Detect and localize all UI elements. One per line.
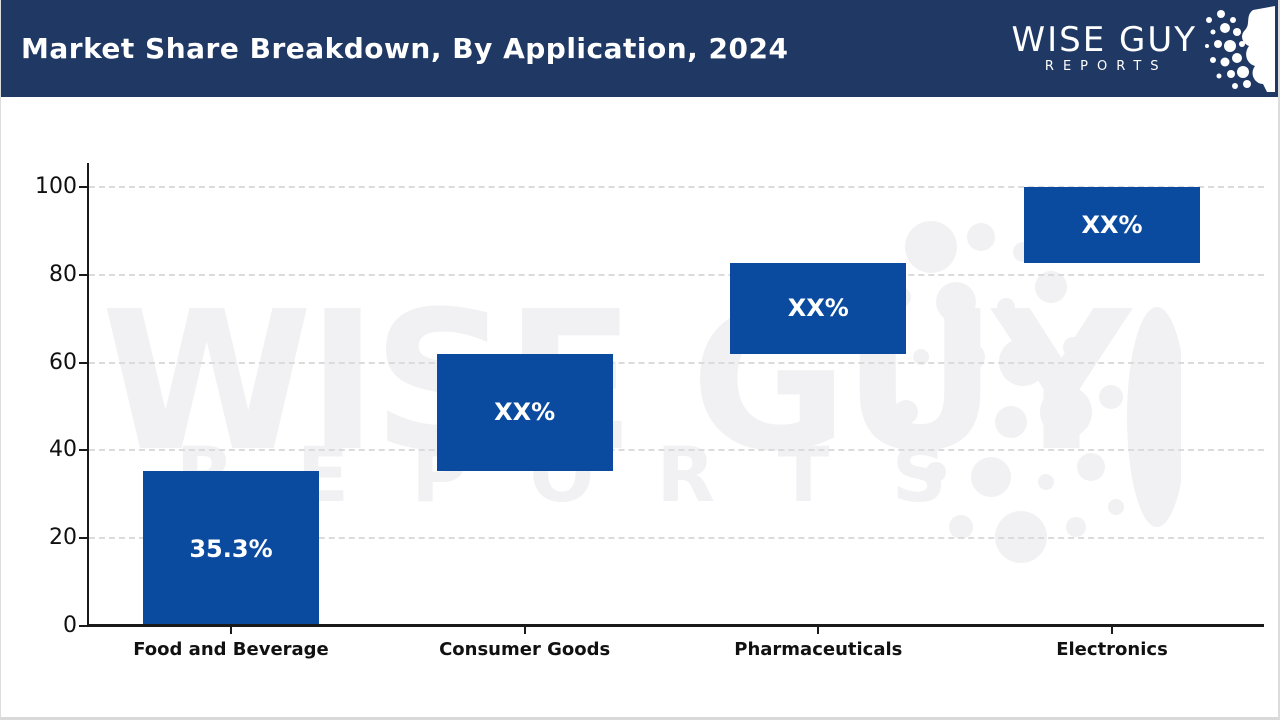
gridline-100 [89, 186, 1264, 188]
bar-value-label: XX% [494, 398, 556, 427]
header-bar: Market Share Breakdown, By Application, … [1, 0, 1278, 97]
x-tick-label-pharmaceuticals: Pharmaceuticals [734, 639, 903, 660]
y-axis-line [87, 163, 89, 627]
bar-consumer-goods: XX% [436, 353, 613, 472]
logo-subtitle: REPORTS [1044, 59, 1168, 75]
gridline-40 [89, 449, 1264, 452]
logo-wordmark: WISE GUY [1011, 19, 1197, 60]
gridline-80 [89, 273, 1264, 276]
logo-text: WISE GUY REPORTS [1011, 19, 1197, 75]
watermark-dotted-head [891, 221, 1181, 563]
x-tick-mark-electronics [1111, 627, 1113, 634]
wise-guy-reports-logo: WISE GUY REPORTS [1011, 0, 1275, 97]
x-tick-label-consumer-goods: Consumer Goods [439, 639, 611, 660]
gridline-20 [89, 537, 1264, 540]
y-tick-mark-40 [79, 449, 88, 452]
y-tick-label-100: 100 [35, 174, 77, 199]
plot-area: WISE GUY R E P O R T S 35.3% XX% XX% XX% [1, 97, 1278, 717]
x-tick-label-electronics: Electronics [1056, 639, 1168, 660]
x-axis-line [87, 624, 1264, 627]
y-tick-label-40: 40 [49, 437, 77, 463]
y-tick-label-0: 0 [63, 613, 77, 638]
x-tick-label-food-and-beverage: Food and Beverage [133, 639, 329, 660]
gridline-60 [89, 361, 1264, 364]
x-tick-mark-food-and-beverage [230, 627, 232, 634]
y-tick-label-60: 60 [49, 349, 77, 375]
y-tick-mark-0 [79, 625, 88, 627]
y-tick-mark-20 [79, 537, 88, 540]
x-tick-mark-consumer-goods [523, 627, 526, 634]
bar-value-label: XX% [1081, 210, 1143, 239]
bar-electronics: XX% [1024, 187, 1200, 263]
y-tick-mark-80 [79, 273, 88, 276]
bar-food-and-beverage: 35.3% [143, 471, 319, 626]
chart-title: Market Share Breakdown, By Application, … [21, 32, 789, 65]
bar-pharmaceuticals: XX% [730, 262, 907, 354]
y-tick-label-80: 80 [49, 261, 77, 287]
y-tick-mark-60 [79, 361, 88, 364]
x-tick-mark-pharmaceuticals [817, 627, 820, 634]
y-tick-mark-100 [79, 186, 88, 188]
bar-value-label: 35.3% [189, 534, 273, 563]
bar-value-label: XX% [787, 294, 849, 323]
dotted-head-icon [1205, 5, 1275, 92]
y-tick-label-20: 20 [49, 525, 77, 551]
